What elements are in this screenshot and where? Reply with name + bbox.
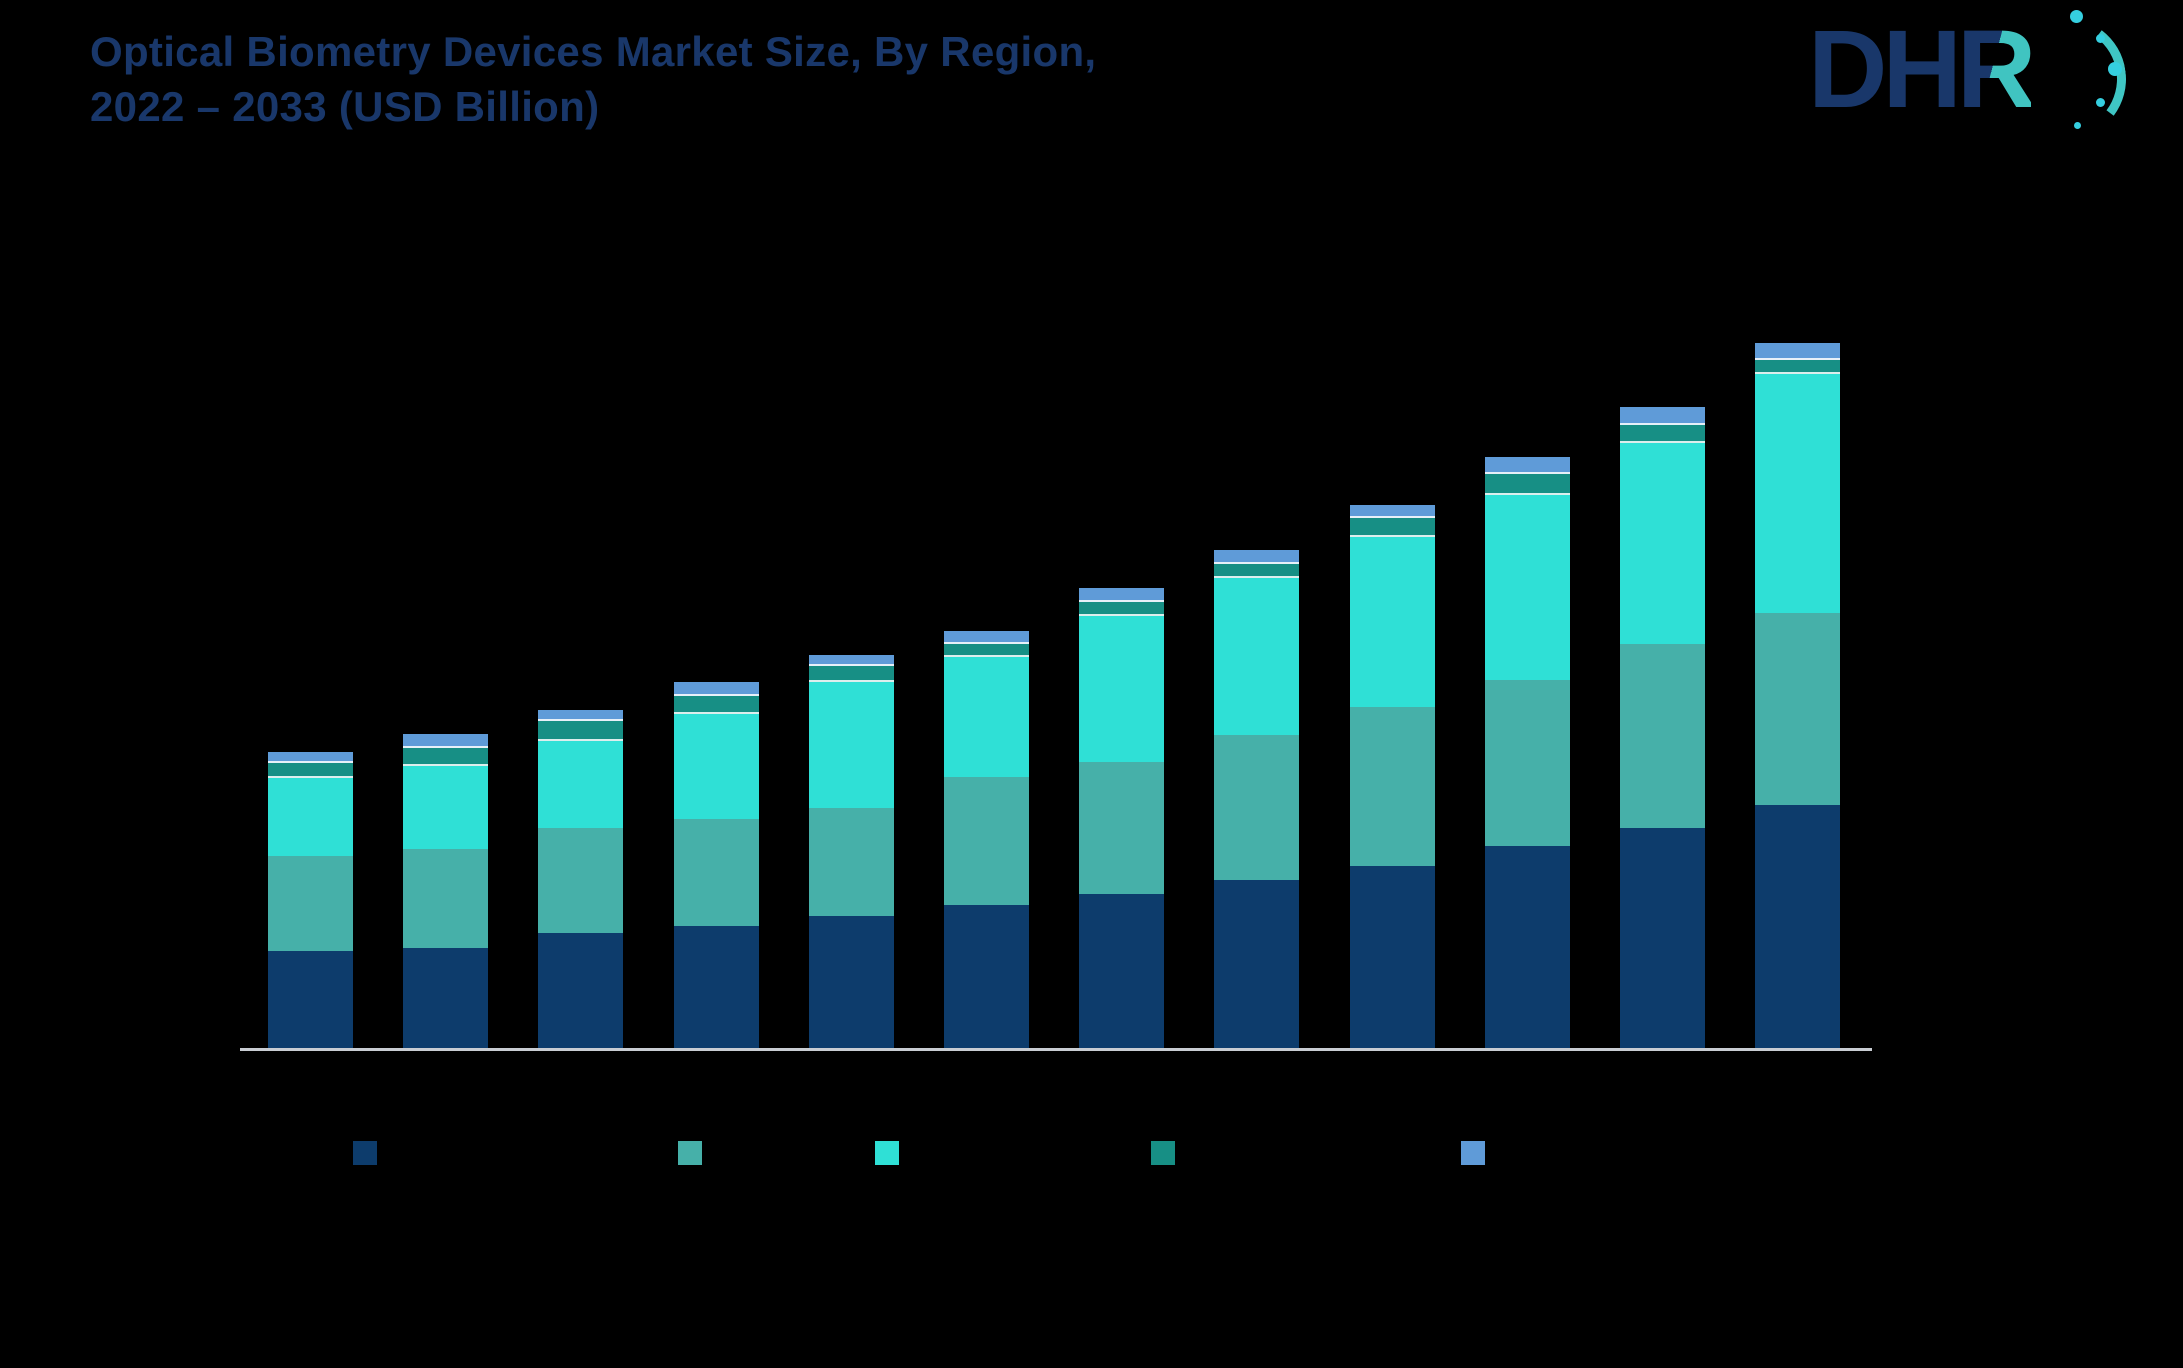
logo-dot-icon bbox=[2070, 10, 2083, 23]
legend-swatch bbox=[1461, 1141, 1485, 1165]
bar-column bbox=[1484, 457, 1570, 1048]
bar-segment-region-light-blue bbox=[538, 710, 624, 722]
bar-segment-region-dark-teal bbox=[808, 665, 894, 683]
bar-segment-region-teal bbox=[1620, 643, 1705, 829]
bar-segment-region-turquoise bbox=[1214, 578, 1300, 736]
bar-segment-region-navy bbox=[1484, 846, 1570, 1048]
bar-segment-region-turquoise bbox=[1349, 536, 1435, 708]
bar-segment-region-dark-teal bbox=[1755, 359, 1841, 374]
bar-segment-region-turquoise bbox=[1620, 443, 1705, 644]
bar-column bbox=[1755, 343, 1841, 1048]
bar-segment-region-teal bbox=[1079, 761, 1165, 894]
bar-column bbox=[1214, 550, 1300, 1048]
bar-segment-region-turquoise bbox=[808, 682, 894, 808]
bar-segment-region-navy bbox=[944, 904, 1029, 1048]
bar-column bbox=[1620, 407, 1705, 1048]
bar-segment-region-dark-teal bbox=[538, 721, 624, 741]
bar-column bbox=[1349, 504, 1435, 1048]
bar-segment-region-dark-teal bbox=[1214, 564, 1300, 579]
bar-segment-region-turquoise bbox=[1484, 494, 1570, 680]
legend-item bbox=[353, 1141, 389, 1165]
legend-item bbox=[678, 1141, 714, 1165]
bar-segment-region-turquoise bbox=[673, 714, 759, 819]
legend-swatch bbox=[678, 1141, 702, 1165]
bar-segment-region-turquoise bbox=[1755, 373, 1841, 613]
chart-title: Optical Biometry Devices Market Size, By… bbox=[90, 24, 1096, 135]
bar-segment-region-teal bbox=[1349, 707, 1435, 866]
bar-segment-region-navy bbox=[1079, 893, 1165, 1048]
legend-item bbox=[1151, 1141, 1187, 1165]
bar-segment-region-dark-teal bbox=[1079, 601, 1165, 616]
bar-segment-region-light-blue bbox=[1349, 504, 1435, 519]
bar-segment-region-teal bbox=[808, 807, 894, 916]
bar-segment-region-dark-teal bbox=[268, 763, 353, 779]
bar-segment-region-navy bbox=[808, 915, 894, 1048]
dhr-logo-text: DHR bbox=[1808, 6, 2036, 133]
logo-dot-icon bbox=[2074, 122, 2081, 129]
bar-column bbox=[944, 631, 1029, 1048]
legend-swatch bbox=[875, 1141, 899, 1165]
bar-segment-region-navy bbox=[403, 947, 489, 1048]
bar-segment-region-light-blue bbox=[673, 682, 759, 697]
bar-segment-region-light-blue bbox=[944, 631, 1029, 644]
bar-segment-region-navy bbox=[673, 925, 759, 1048]
bar-segment-region-navy bbox=[268, 950, 353, 1048]
bar-segment-region-teal bbox=[673, 818, 759, 926]
bar-column bbox=[1079, 587, 1165, 1048]
legend-item bbox=[1461, 1141, 1497, 1165]
dhr-logo-text-accent: R bbox=[1956, 8, 2036, 131]
bar-segment-region-navy bbox=[1349, 865, 1435, 1048]
bar-column bbox=[538, 710, 624, 1048]
bar-segment-region-turquoise bbox=[944, 657, 1029, 777]
bar-segment-region-dark-teal bbox=[673, 696, 759, 715]
legend bbox=[0, 1141, 2183, 1181]
bar-segment-region-light-blue bbox=[1484, 457, 1570, 474]
legend-swatch bbox=[1151, 1141, 1175, 1165]
bar-segment-region-teal bbox=[1484, 679, 1570, 847]
bar-segment-region-dark-teal bbox=[1620, 425, 1705, 444]
bar-segment-region-dark-teal bbox=[403, 747, 489, 766]
bar-segment-region-teal bbox=[268, 856, 353, 951]
plot-area bbox=[240, 330, 1872, 1051]
bar-segment-region-light-blue bbox=[808, 654, 894, 666]
bar-segment-region-turquoise bbox=[403, 765, 489, 850]
logo-dot-icon bbox=[2108, 62, 2122, 76]
chart-title-line2: 2022 – 2033 (USD Billion) bbox=[90, 83, 600, 131]
bar-segment-region-light-blue bbox=[1079, 587, 1165, 602]
bar-segment-region-navy bbox=[1620, 828, 1705, 1048]
bar-segment-region-dark-teal bbox=[1484, 473, 1570, 495]
chart-title-line1: Optical Biometry Devices Market Size, By… bbox=[90, 28, 1097, 75]
legend-item bbox=[875, 1141, 911, 1165]
bar-segment-region-turquoise bbox=[538, 740, 624, 829]
legend-swatch bbox=[353, 1141, 377, 1165]
bar-segment-region-dark-teal bbox=[1349, 518, 1435, 537]
bar-segment-region-turquoise bbox=[268, 778, 353, 857]
bar-column bbox=[808, 654, 894, 1048]
bar-segment-region-teal bbox=[538, 828, 624, 933]
bar-segment-region-turquoise bbox=[1079, 615, 1165, 762]
dhr-logo-text-primary: DH bbox=[1808, 8, 1962, 131]
bar-segment-region-light-blue bbox=[1214, 550, 1300, 565]
bar-segment-region-navy bbox=[1214, 879, 1300, 1048]
bar-column bbox=[403, 733, 489, 1048]
bar-segment-region-navy bbox=[1755, 804, 1841, 1048]
bar-segment-region-teal bbox=[403, 849, 489, 948]
bar-segment-region-navy bbox=[538, 932, 624, 1048]
bar-segment-region-dark-teal bbox=[944, 643, 1029, 658]
bar-segment-region-light-blue bbox=[1620, 407, 1705, 426]
logo-dot-icon bbox=[2096, 34, 2105, 43]
bar-segment-region-teal bbox=[1755, 612, 1841, 805]
bar-segment-region-light-blue bbox=[403, 733, 489, 748]
bar-column bbox=[268, 751, 353, 1048]
bar-column bbox=[673, 682, 759, 1048]
bar-segment-region-light-blue bbox=[268, 751, 353, 764]
bar-segment-region-light-blue bbox=[1755, 343, 1841, 360]
dhr-logo: DHR bbox=[1808, 6, 2148, 166]
bar-segment-region-teal bbox=[1214, 735, 1300, 880]
bar-segment-region-teal bbox=[944, 776, 1029, 905]
logo-dot-icon bbox=[2096, 98, 2105, 107]
